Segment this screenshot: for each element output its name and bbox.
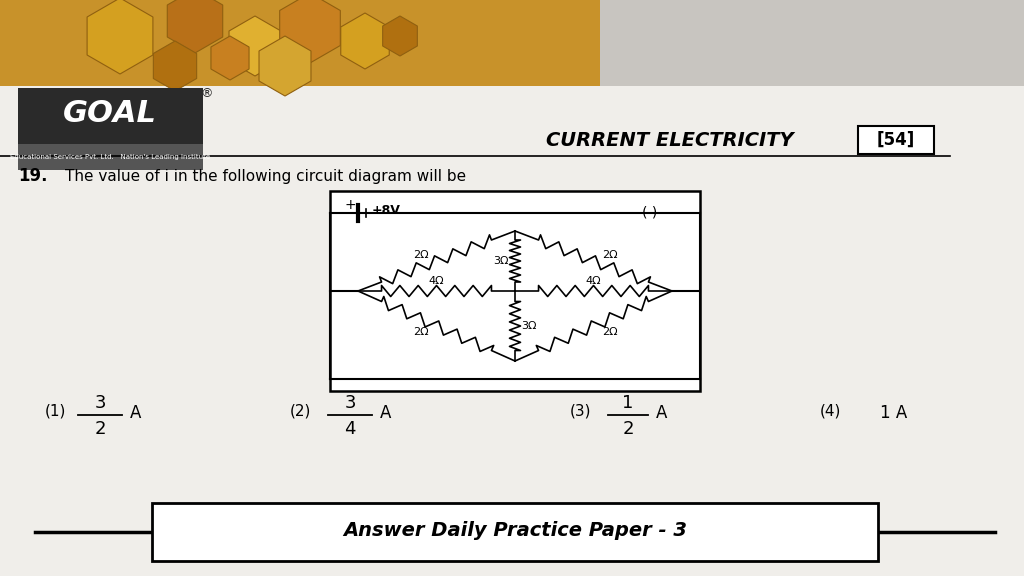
Polygon shape [211, 36, 249, 80]
Bar [18, 88, 203, 146]
Polygon shape [167, 0, 222, 53]
Text: (2): (2) [290, 404, 311, 419]
Text: A: A [380, 404, 391, 422]
FancyBboxPatch shape [152, 503, 878, 561]
Text: 2Ω: 2Ω [413, 327, 428, 337]
Text: 3: 3 [344, 394, 355, 412]
Text: 4Ω: 4Ω [429, 276, 444, 286]
Polygon shape [280, 0, 340, 63]
Text: +8V: +8V [372, 204, 400, 218]
Polygon shape [154, 41, 197, 91]
Text: CURRENT ELECTRICITY: CURRENT ELECTRICITY [546, 131, 794, 150]
Text: ( ): ( ) [642, 206, 657, 220]
Text: 2Ω: 2Ω [602, 327, 617, 337]
Text: 3Ω: 3Ω [494, 256, 509, 266]
Bar [600, 0, 1024, 86]
Text: Answer Daily Practice Paper - 3: Answer Daily Practice Paper - 3 [343, 521, 687, 540]
Text: (3): (3) [570, 404, 592, 419]
Text: 2: 2 [623, 420, 634, 438]
Text: 2Ω: 2Ω [602, 250, 617, 260]
Text: +: + [344, 198, 355, 212]
Bar [330, 191, 700, 391]
Text: (1): (1) [45, 404, 67, 419]
Polygon shape [383, 16, 418, 56]
Text: GOAL: GOAL [63, 100, 157, 128]
Text: 4Ω: 4Ω [586, 276, 601, 286]
Polygon shape [341, 13, 389, 69]
Polygon shape [87, 0, 153, 74]
Text: 2: 2 [94, 420, 105, 438]
Text: 1 A: 1 A [880, 404, 907, 422]
Bar [0, 0, 620, 86]
Text: 1: 1 [623, 394, 634, 412]
Bar [18, 144, 203, 170]
Text: (4): (4) [820, 404, 842, 419]
Polygon shape [229, 16, 281, 76]
Text: 19.: 19. [18, 167, 47, 185]
Text: ®: ® [200, 88, 213, 100]
Text: A: A [656, 404, 668, 422]
Text: 2Ω: 2Ω [413, 250, 428, 260]
Text: The value of i in the following circuit diagram will be: The value of i in the following circuit … [65, 169, 466, 184]
FancyBboxPatch shape [858, 126, 934, 154]
Text: Educational Services Pvt. Ltd.   Nation's Leading Institute: Educational Services Pvt. Ltd. Nation's … [10, 154, 210, 160]
Text: A: A [130, 404, 141, 422]
Text: 3Ω: 3Ω [521, 321, 537, 331]
Bar [0, 86, 1024, 576]
Text: 4: 4 [344, 420, 355, 438]
Text: [54]: [54] [877, 131, 915, 149]
Text: 3: 3 [94, 394, 105, 412]
Polygon shape [259, 36, 311, 96]
